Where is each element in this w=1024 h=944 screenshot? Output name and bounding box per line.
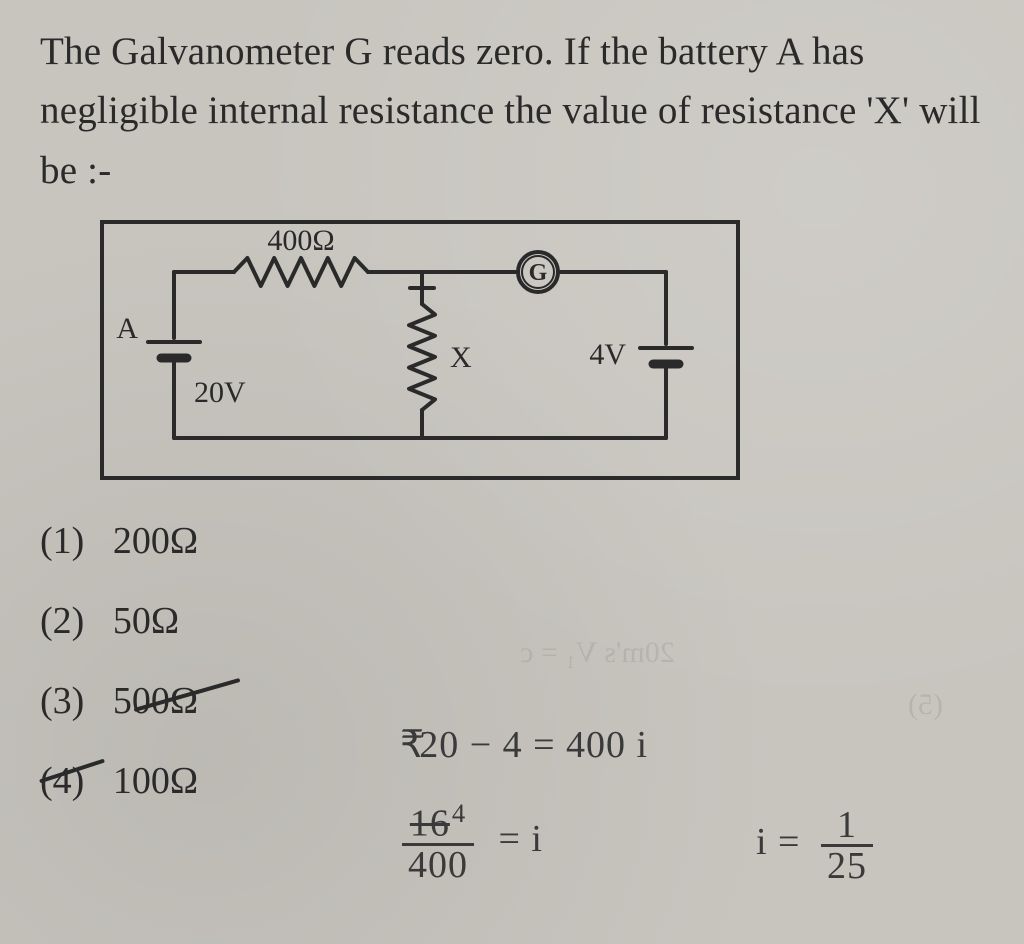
- circuit-diagram: 400Ω G A 20V X 4V: [100, 220, 740, 485]
- hand-frac1-rep: 4: [452, 798, 466, 828]
- hand-frac2-num: 1: [821, 806, 873, 847]
- hand-ieq-label: i =: [756, 821, 801, 863]
- svg-text:A: A: [116, 312, 138, 345]
- svg-text:X: X: [450, 341, 472, 374]
- circuit-svg: 400Ω G A 20V X 4V: [100, 220, 740, 480]
- option-3-num: (3): [40, 680, 84, 722]
- hand-eq-i: = i: [499, 818, 544, 860]
- hand-frac1-num: 16: [410, 803, 450, 845]
- bleed-through-1: 20m's V₁ = c: [520, 636, 675, 670]
- option-1-val: 200Ω: [113, 520, 198, 562]
- handwriting-i-eq: i = 1 25: [756, 806, 873, 885]
- option-2: (2) 50Ω: [40, 583, 984, 659]
- option-2-num: (2): [40, 600, 84, 642]
- svg-text:20V: 20V: [194, 376, 246, 409]
- svg-text:G: G: [529, 260, 548, 286]
- svg-text:400Ω: 400Ω: [267, 224, 334, 257]
- handwriting-frac1: 164 400 = i: [402, 800, 543, 884]
- option-1-num: (1): [40, 520, 84, 562]
- bleed-through-2: (5): [908, 688, 943, 722]
- question-text: The Galvanometer G reads zero. If the ba…: [40, 22, 984, 200]
- option-2-val: 50Ω: [113, 600, 179, 642]
- option-4-val: 100Ω: [113, 760, 198, 802]
- options-list: (1) 200Ω (2) 50Ω (3) 500Ω (4) 100Ω: [40, 503, 984, 819]
- hand-eq1: 20 − 4 = 400 i: [419, 724, 648, 766]
- handwriting-line1: ₹20 − 4 = 400 i: [400, 722, 648, 767]
- hand-frac1-den: 400: [402, 846, 474, 884]
- hand-frac2-den: 25: [821, 847, 873, 885]
- option-1: (1) 200Ω: [40, 503, 984, 579]
- svg-text:4V: 4V: [589, 338, 626, 371]
